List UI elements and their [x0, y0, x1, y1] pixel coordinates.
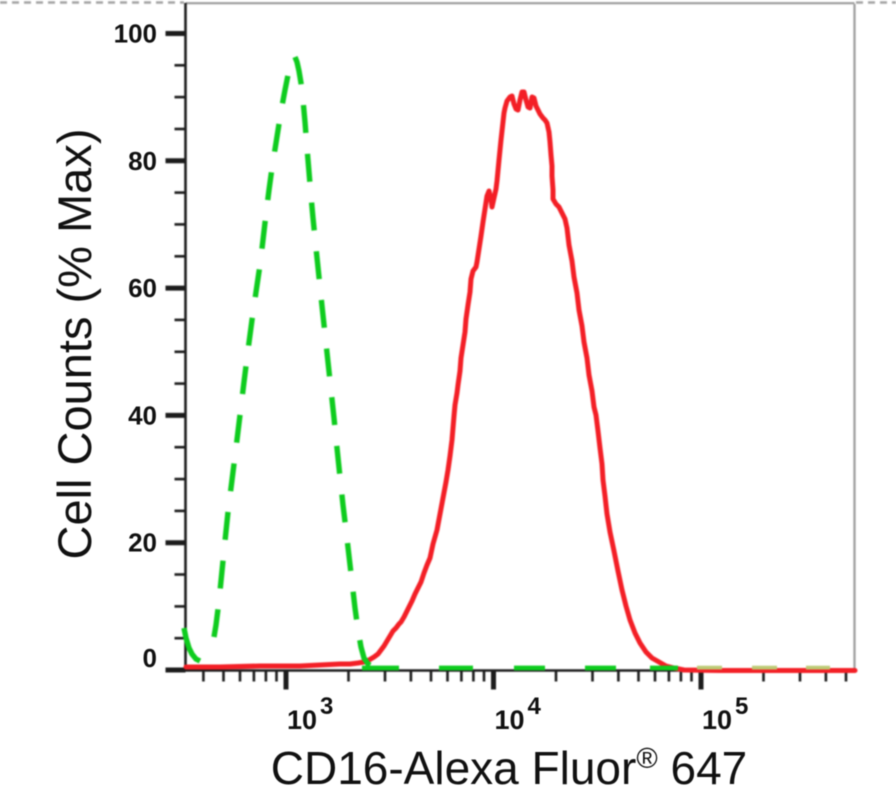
svg-text:40: 40	[128, 400, 157, 430]
svg-text:20: 20	[128, 528, 157, 558]
svg-text:100: 100	[114, 19, 157, 49]
svg-text:60: 60	[128, 273, 157, 303]
svg-text:CD16-Alexa Fluor® 647: CD16-Alexa Fluor® 647	[271, 742, 747, 789]
svg-text:Cell Counts (% Max): Cell Counts (% Max)	[48, 129, 101, 560]
svg-text:80: 80	[128, 146, 157, 176]
svg-text:0: 0	[143, 643, 157, 673]
